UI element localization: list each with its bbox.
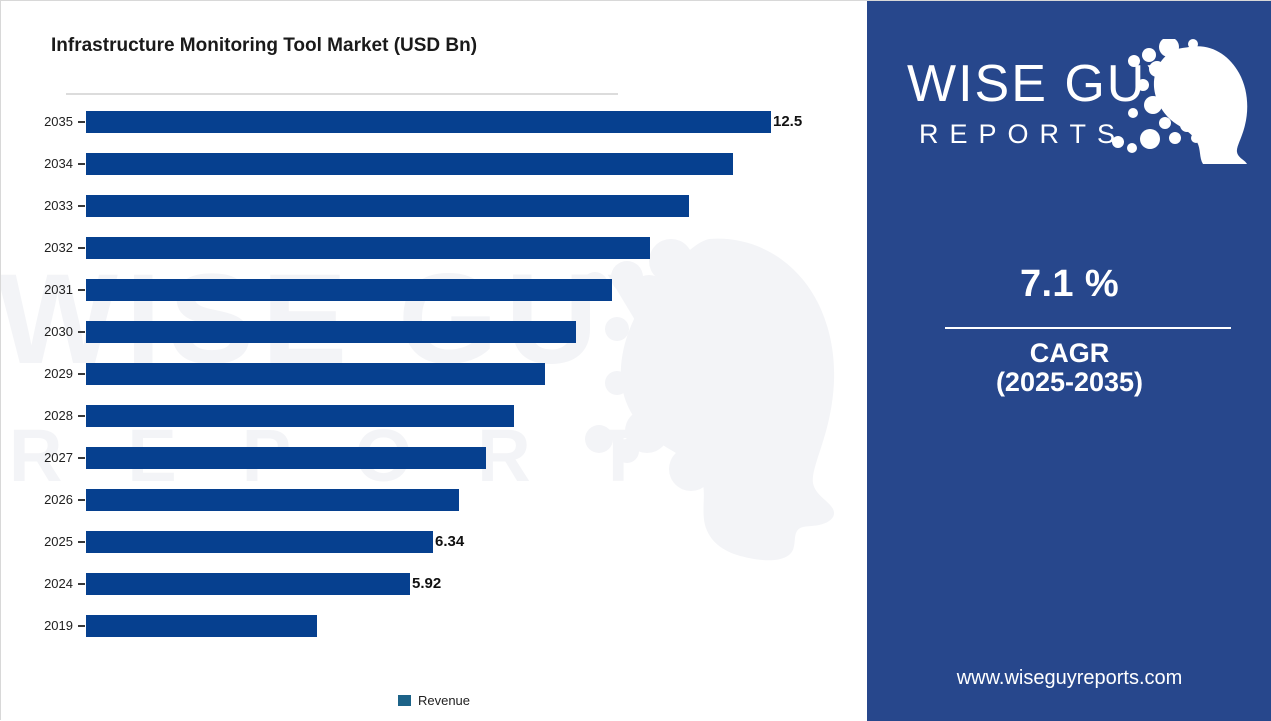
- axis-label-2025: 2025: [44, 534, 73, 549]
- axis-label-2027: 2027: [44, 450, 73, 465]
- bar-value-2024: 5.92: [412, 575, 442, 592]
- legend-label-revenue: Revenue: [417, 693, 471, 708]
- chart-legend: Revenue: [1, 693, 867, 711]
- legend-item-revenue[interactable]: Revenue: [397, 693, 471, 708]
- axis-label-2031: 2031: [44, 282, 73, 297]
- bar-row: 2019: [1, 615, 867, 657]
- legend-swatch-icon: [397, 695, 411, 706]
- axis-tick: [78, 415, 85, 417]
- cagr-caption-line2: (2025-2035): [995, 367, 1144, 398]
- brand-panel: WISE GUY REPORTS: [867, 1, 1271, 721]
- cagr-divider: [945, 327, 1231, 329]
- bar-2028[interactable]: [86, 405, 514, 427]
- chart-title: Infrastructure Monitoring Tool Market (U…: [51, 35, 478, 56]
- axis-label-2024: 2024: [44, 576, 73, 591]
- bar-row: 2026: [1, 489, 867, 531]
- cagr-caption: CAGR (2025-2035): [867, 338, 1271, 398]
- axis-tick: [78, 373, 85, 375]
- axis-label-2034: 2034: [44, 156, 73, 171]
- axis-label-2026: 2026: [44, 492, 73, 507]
- bar-row: 2027: [1, 447, 867, 489]
- title-divider: [66, 93, 618, 95]
- bar-2025[interactable]: [86, 531, 433, 553]
- bar-value-2035: 12.5: [773, 113, 803, 130]
- bar-2029[interactable]: [86, 363, 545, 385]
- axis-label-2029: 2029: [44, 366, 73, 381]
- axis-tick: [78, 625, 85, 627]
- axis-tick: [78, 499, 85, 501]
- bar-2035[interactable]: [86, 111, 771, 133]
- axis-label-2028: 2028: [44, 408, 73, 423]
- axis-tick: [78, 541, 85, 543]
- bar-2031[interactable]: [86, 279, 612, 301]
- bar-2024[interactable]: [86, 573, 410, 595]
- plot-area: 2035 12.5 2034 2033 2032: [1, 111, 867, 671]
- bar-row: 2035 12.5: [1, 111, 867, 153]
- axis-tick: [78, 247, 85, 249]
- bar-row: 2028: [1, 405, 867, 447]
- svg-text:REPORTS: REPORTS: [919, 119, 1126, 149]
- wiseguy-reports-logo: WISE GUY REPORTS: [907, 39, 1248, 164]
- axis-tick: [78, 289, 85, 291]
- bar-2034[interactable]: [86, 153, 733, 175]
- bar-2027[interactable]: [86, 447, 486, 469]
- axis-label-2033: 2033: [44, 198, 73, 213]
- bar-2026[interactable]: [86, 489, 459, 511]
- bar-row: 2024 5.92: [1, 573, 867, 615]
- chart-panel: WISE GUY R E P O R T S: [1, 1, 867, 721]
- cagr-caption-line1: CAGR: [1029, 338, 1110, 368]
- bar-2030[interactable]: [86, 321, 576, 343]
- axis-label-2030: 2030: [44, 324, 73, 339]
- bar-row: 2025 6.34: [1, 531, 867, 573]
- bar-value-2025: 6.34: [435, 533, 465, 550]
- bar-row: 2031: [1, 279, 867, 321]
- website-url[interactable]: www.wiseguyreports.com: [956, 667, 1183, 689]
- axis-tick: [78, 331, 85, 333]
- bar-row: 2030: [1, 321, 867, 363]
- bar-row: 2033: [1, 195, 867, 237]
- axis-tick: [78, 121, 85, 123]
- bar-row: 2029: [1, 363, 867, 405]
- bar-row: 2034: [1, 153, 867, 195]
- axis-label-2032: 2032: [44, 240, 73, 255]
- bar-row: 2032: [1, 237, 867, 279]
- cagr-value: 7.1 %: [1019, 263, 1120, 305]
- bar-2032[interactable]: [86, 237, 650, 259]
- axis-tick: [78, 205, 85, 207]
- axis-tick: [78, 457, 85, 459]
- bar-2033[interactable]: [86, 195, 689, 217]
- axis-tick: [78, 583, 85, 585]
- axis-label-2019: 2019: [44, 618, 73, 633]
- bar-2019[interactable]: [86, 615, 317, 637]
- axis-label-2035: 2035: [44, 114, 73, 129]
- axis-tick: [78, 163, 85, 165]
